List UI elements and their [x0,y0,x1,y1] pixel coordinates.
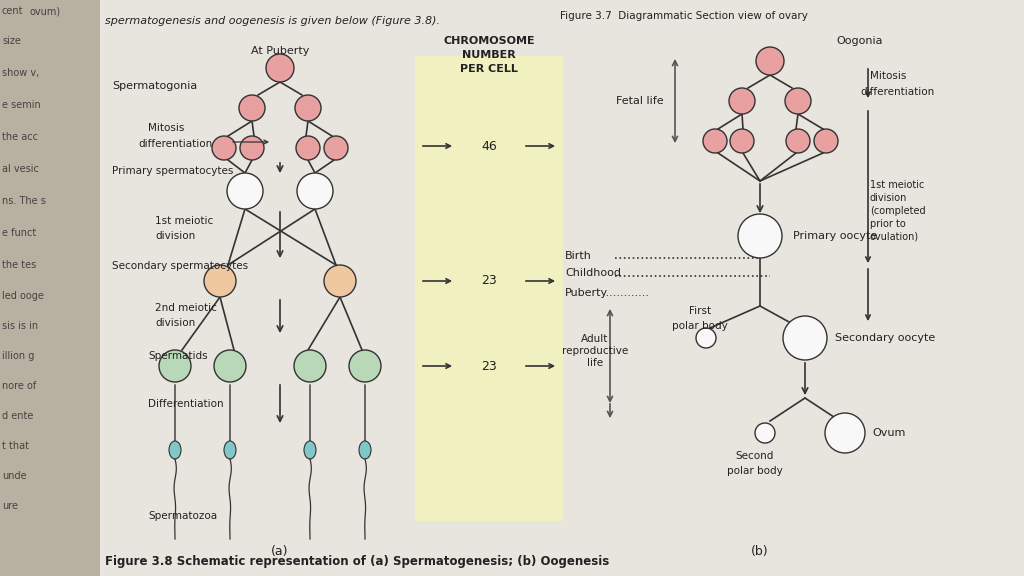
Text: 23: 23 [481,275,497,287]
Text: division: division [155,231,196,241]
Circle shape [785,88,811,114]
Text: sis is in: sis is in [2,321,38,331]
Text: polar body: polar body [672,321,728,331]
Bar [415,56,563,521]
Ellipse shape [359,441,371,459]
Text: CHROMOSOME
NUMBER
PER CELL: CHROMOSOME NUMBER PER CELL [443,36,535,74]
Text: the tes: the tes [2,260,36,270]
Text: Oogonia: Oogonia [837,36,884,46]
Circle shape [756,47,784,75]
Text: (a): (a) [271,544,289,558]
Text: Spermatids: Spermatids [148,351,208,361]
Text: ns. The s: ns. The s [2,196,46,206]
Text: 23: 23 [481,359,497,373]
Text: the acc: the acc [2,132,38,142]
Text: Mitosis: Mitosis [148,123,184,133]
Text: al vesic: al vesic [2,164,39,174]
Text: d ente: d ente [2,411,34,421]
Text: Primary spermatocytes: Primary spermatocytes [112,166,233,176]
Ellipse shape [224,441,236,459]
Circle shape [212,136,236,160]
Text: 1st meiotic
division
(completed
prior to
ovulation): 1st meiotic division (completed prior to… [870,180,926,241]
Text: e funct: e funct [2,228,36,238]
Circle shape [266,54,294,82]
Text: 2nd meiotic: 2nd meiotic [155,303,217,313]
Text: t that: t that [2,441,29,451]
Text: e semin: e semin [2,100,41,110]
Bar [0,0,100,576]
Circle shape [730,129,754,153]
Circle shape [738,214,782,258]
Text: size: size [2,36,20,46]
Text: polar body: polar body [727,466,783,476]
Text: Figure 3.8 Schematic representation of (a) Spermatogenesis; (b) Oogenesis: Figure 3.8 Schematic representation of (… [105,555,609,568]
Text: ure: ure [2,501,18,511]
Text: Second: Second [736,451,774,461]
Circle shape [324,265,356,297]
Text: ovum): ovum) [30,6,61,16]
Text: illion g: illion g [2,351,35,361]
Text: Birth: Birth [565,251,592,261]
Circle shape [696,328,716,348]
Circle shape [729,88,755,114]
Text: (b): (b) [752,544,769,558]
Circle shape [227,173,263,209]
Circle shape [214,350,246,382]
Text: First: First [689,306,711,316]
Text: Secondary oocyte: Secondary oocyte [835,333,935,343]
Text: unde: unde [2,471,27,481]
Text: differentiation: differentiation [860,87,934,97]
Ellipse shape [169,441,181,459]
Text: division: division [155,318,196,328]
Circle shape [239,95,265,121]
Text: led ooge: led ooge [2,291,44,301]
Circle shape [783,316,827,360]
Circle shape [786,129,810,153]
Circle shape [703,129,727,153]
Text: Differentiation: Differentiation [148,399,223,409]
Circle shape [297,173,333,209]
Text: differentiation: differentiation [138,139,212,149]
Text: Spermatogonia: Spermatogonia [112,81,198,91]
Circle shape [204,265,236,297]
Text: Figure 3.7  Diagrammatic Section view of ovary: Figure 3.7 Diagrammatic Section view of … [560,11,808,21]
Text: At Puberty: At Puberty [251,46,309,56]
Text: Spermatozoa: Spermatozoa [148,511,217,521]
Circle shape [825,413,865,453]
Circle shape [159,350,191,382]
Text: Mitosis: Mitosis [870,71,906,81]
Circle shape [755,423,775,443]
Text: show v,: show v, [2,68,39,78]
Text: 46: 46 [481,139,497,153]
Text: Fetal life: Fetal life [616,96,664,106]
Circle shape [296,136,319,160]
Text: Ovum: Ovum [872,428,905,438]
Circle shape [814,129,838,153]
Circle shape [294,350,326,382]
Ellipse shape [304,441,316,459]
Text: Adult
reproductive
life: Adult reproductive life [562,334,628,369]
Text: nore of: nore of [2,381,36,391]
Circle shape [240,136,264,160]
Circle shape [295,95,321,121]
Circle shape [349,350,381,382]
Text: Primary oocyte: Primary oocyte [793,231,878,241]
Text: Childhood: Childhood [565,268,621,278]
Text: spermatogenesis and oogenesis is given below (Figure 3.8).: spermatogenesis and oogenesis is given b… [105,16,440,26]
Text: 1st meiotic: 1st meiotic [155,216,213,226]
Text: Secondary spermatocytes: Secondary spermatocytes [112,261,248,271]
Text: cent: cent [2,6,24,16]
Text: Puberty............: Puberty............ [565,288,650,298]
Circle shape [324,136,348,160]
